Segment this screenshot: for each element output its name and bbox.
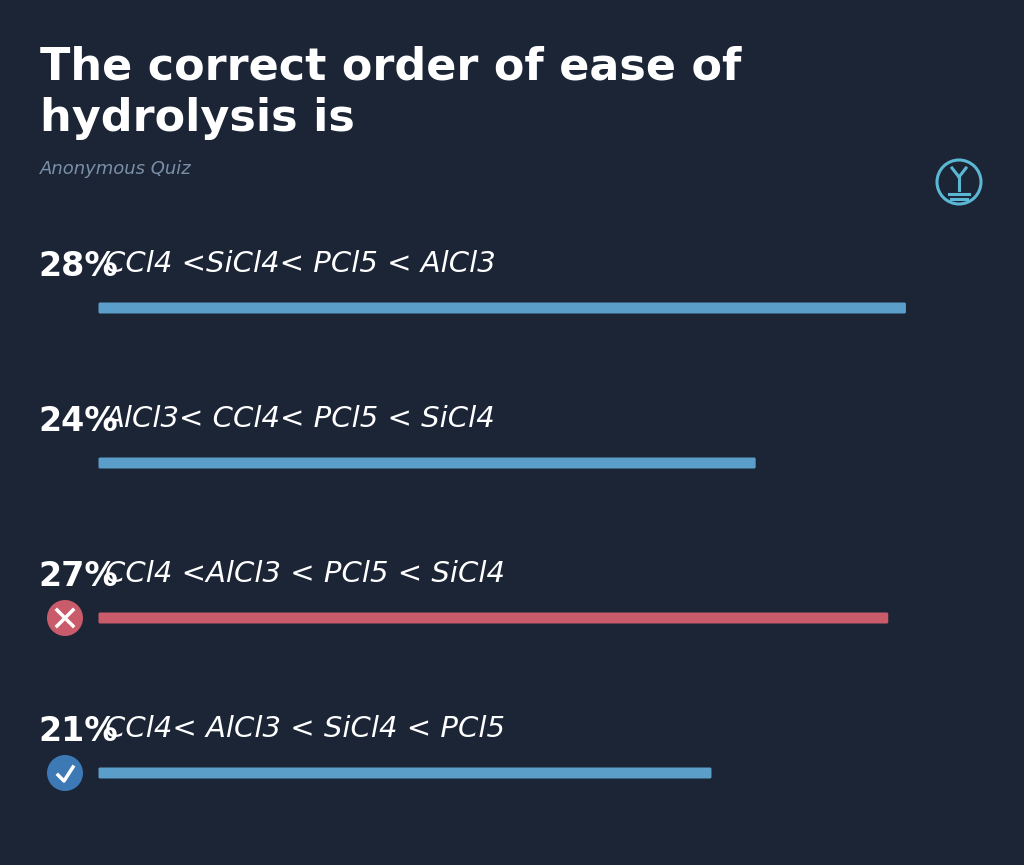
FancyBboxPatch shape bbox=[98, 612, 888, 624]
Text: 27%: 27% bbox=[38, 560, 118, 593]
Text: Anonymous Quiz: Anonymous Quiz bbox=[40, 160, 191, 178]
FancyBboxPatch shape bbox=[98, 458, 756, 469]
FancyBboxPatch shape bbox=[98, 767, 712, 778]
Text: 24%: 24% bbox=[38, 405, 118, 438]
Text: 28%: 28% bbox=[38, 250, 118, 283]
Text: hydrolysis is: hydrolysis is bbox=[40, 97, 355, 140]
Text: 21%: 21% bbox=[38, 715, 118, 748]
Text: The correct order of ease of: The correct order of ease of bbox=[40, 45, 741, 88]
Circle shape bbox=[47, 755, 83, 791]
Text: CCl4< AlCl3 < SiCl4 < PCl5: CCl4< AlCl3 < SiCl4 < PCl5 bbox=[105, 715, 505, 743]
FancyBboxPatch shape bbox=[98, 303, 906, 313]
Circle shape bbox=[47, 600, 83, 636]
Text: AlCl3< CCl4< PCl5 < SiCl4: AlCl3< CCl4< PCl5 < SiCl4 bbox=[105, 405, 496, 433]
Text: CCl4 <AlCl3 < PCl5 < SiCl4: CCl4 <AlCl3 < PCl5 < SiCl4 bbox=[105, 560, 505, 588]
Text: CCl4 <SiCl4< PCl5 < AlCl3: CCl4 <SiCl4< PCl5 < AlCl3 bbox=[105, 250, 496, 278]
